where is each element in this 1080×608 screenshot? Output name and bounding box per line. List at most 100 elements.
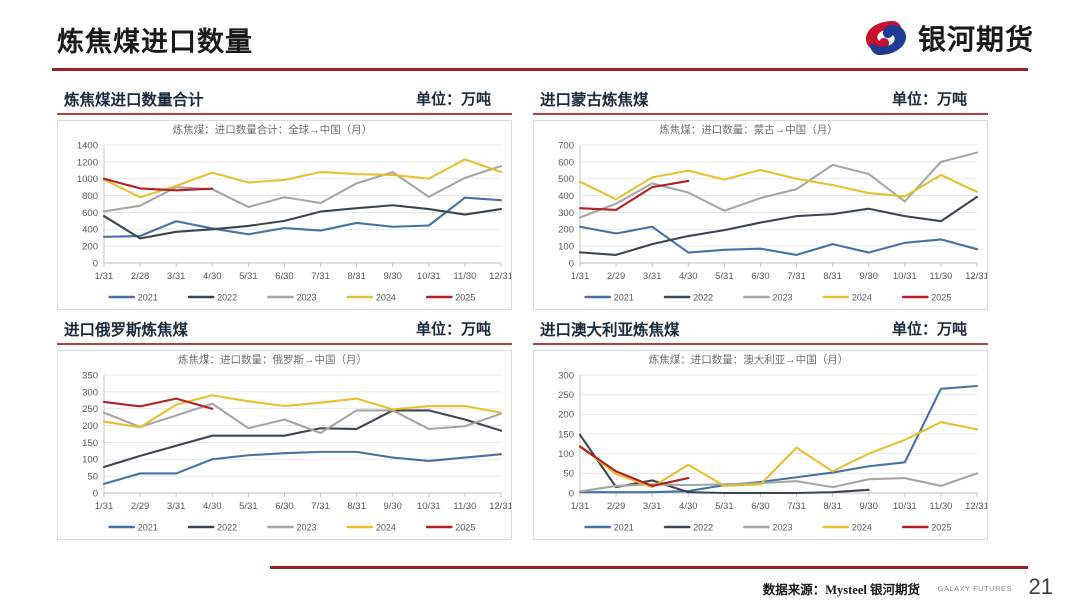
panel-title: 进口澳大利亚炼焦煤 — [540, 322, 680, 339]
svg-text:4/30: 4/30 — [203, 501, 222, 512]
svg-text:5/31: 5/31 — [715, 271, 734, 282]
svg-text:2023: 2023 — [773, 292, 793, 302]
svg-text:2025: 2025 — [931, 292, 951, 302]
svg-text:7/31: 7/31 — [311, 501, 330, 512]
svg-text:1000: 1000 — [77, 174, 98, 185]
svg-text:1/31: 1/31 — [571, 271, 590, 282]
svg-text:2024: 2024 — [852, 522, 872, 532]
panel-unit: 单位：万吨 — [891, 91, 967, 108]
panel-unit: 单位：万吨 — [415, 321, 491, 338]
svg-text:50: 50 — [563, 469, 574, 480]
svg-text:炼焦煤：进口数量：蒙古→中国（月）: 炼焦煤：进口数量：蒙古→中国（月） — [659, 123, 838, 136]
svg-text:150: 150 — [82, 438, 98, 449]
brand-name: 银河期货 — [917, 24, 1034, 55]
data-source-label: 数据来源：Mysteel 银河期货 — [762, 583, 920, 597]
svg-text:9/30: 9/30 — [383, 501, 402, 512]
galaxy-swirl-logo-icon — [865, 21, 906, 55]
svg-text:10/31: 10/31 — [417, 271, 441, 282]
svg-text:350: 350 — [82, 370, 98, 381]
svg-text:8/31: 8/31 — [347, 271, 366, 282]
svg-text:11/30: 11/30 — [453, 271, 476, 282]
svg-text:2023: 2023 — [297, 522, 317, 532]
svg-text:3/31: 3/31 — [643, 501, 662, 512]
panel-header: 进口蒙古炼焦煤 单位：万吨 — [533, 88, 995, 120]
svg-text:2022: 2022 — [217, 522, 237, 532]
svg-text:8/31: 8/31 — [347, 501, 366, 512]
svg-text:1/31: 1/31 — [95, 501, 114, 512]
panel-header: 进口澳大利亚炼焦煤 单位：万吨 — [533, 318, 995, 350]
panel-title: 进口俄罗斯炼焦煤 — [64, 322, 189, 339]
svg-text:4/30: 4/30 — [679, 271, 698, 282]
svg-text:6/30: 6/30 — [275, 501, 294, 512]
svg-text:10/31: 10/31 — [417, 501, 441, 512]
page-footer: 数据来源：Mysteel 银河期货 GALAXY FUTURES 21 — [0, 574, 1080, 608]
svg-text:200: 200 — [558, 225, 574, 236]
svg-text:500: 500 — [558, 174, 574, 185]
chart-panel-australia: 进口澳大利亚炼焦煤 单位：万吨 炼焦煤：进口数量：澳大利亚→中国（月） 0 50 10… — [533, 318, 995, 540]
svg-text:200: 200 — [82, 421, 98, 432]
svg-text:12/31: 12/31 — [965, 271, 987, 282]
svg-text:300: 300 — [558, 370, 574, 381]
svg-text:6/30: 6/30 — [275, 271, 294, 282]
svg-text:7/31: 7/31 — [311, 271, 330, 282]
svg-text:3/31: 3/31 — [167, 271, 186, 282]
svg-text:2025: 2025 — [931, 522, 951, 532]
svg-text:200: 200 — [558, 410, 574, 421]
svg-text:炼焦煤：进口数量：俄罗斯→中国（月）: 炼焦煤：进口数量：俄罗斯→中国（月） — [178, 353, 367, 366]
panel-header: 进口俄罗斯炼焦煤 单位：万吨 — [57, 318, 519, 350]
svg-text:700: 700 — [558, 140, 574, 151]
svg-text:2025: 2025 — [455, 292, 475, 302]
svg-text:600: 600 — [82, 208, 98, 219]
svg-text:11/30: 11/30 — [453, 501, 476, 512]
panel-title: 进口蒙古炼焦煤 — [540, 92, 649, 109]
svg-text:1/31: 1/31 — [571, 501, 590, 512]
svg-text:300: 300 — [82, 387, 98, 398]
svg-text:8/31: 8/31 — [823, 271, 842, 282]
svg-text:250: 250 — [558, 390, 574, 401]
panel-title: 炼焦煤进口数量合计 — [64, 92, 204, 109]
chart-panel-russia: 进口俄罗斯炼焦煤 单位：万吨 炼焦煤：进口数量：俄罗斯→中国（月） 0 50 100 1… — [57, 318, 519, 540]
panel-header: 炼焦煤进口数量合计 单位：万吨 — [57, 88, 519, 120]
svg-text:12/31: 12/31 — [965, 501, 987, 512]
panel-divider — [57, 113, 512, 115]
svg-text:8/31: 8/31 — [823, 501, 842, 512]
svg-text:150: 150 — [558, 429, 574, 440]
svg-text:7/31: 7/31 — [787, 271, 806, 282]
svg-text:12/31: 12/31 — [489, 271, 511, 282]
svg-text:1400: 1400 — [77, 140, 98, 151]
svg-text:600: 600 — [558, 157, 574, 168]
svg-text:0: 0 — [93, 258, 98, 269]
svg-text:2/28: 2/28 — [131, 271, 150, 282]
header-divider — [52, 68, 1028, 71]
footer-divider — [270, 566, 1028, 569]
svg-text:2023: 2023 — [297, 292, 317, 302]
svg-text:1/31: 1/31 — [95, 271, 114, 282]
svg-text:100: 100 — [558, 449, 574, 460]
footer-brand-label: GALAXY FUTURES — [937, 584, 1012, 593]
svg-text:4/30: 4/30 — [203, 271, 222, 282]
svg-text:2025: 2025 — [455, 522, 475, 532]
svg-text:200: 200 — [82, 242, 98, 253]
panel-unit: 单位：万吨 — [891, 321, 967, 338]
svg-text:12/31: 12/31 — [489, 501, 511, 512]
svg-text:2024: 2024 — [376, 292, 396, 302]
svg-text:1200: 1200 — [77, 157, 98, 168]
svg-text:2022: 2022 — [217, 292, 237, 302]
svg-text:9/30: 9/30 — [859, 271, 878, 282]
svg-text:100: 100 — [82, 455, 98, 466]
svg-text:2021: 2021 — [614, 292, 634, 302]
svg-text:2022: 2022 — [693, 522, 713, 532]
svg-text:400: 400 — [82, 225, 98, 236]
line-chart-total: 炼焦煤：进口数量合计：全球→中国（月） 0 200 400 600 800 1000 1200… — [57, 120, 512, 310]
svg-text:400: 400 — [558, 191, 574, 202]
svg-text:100: 100 — [558, 242, 574, 253]
svg-text:11/30: 11/30 — [929, 501, 952, 512]
svg-text:9/30: 9/30 — [859, 501, 878, 512]
line-chart-mongolia: 炼焦煤：进口数量：蒙古→中国（月） 0 100 200 300 400 500 600 700 1… — [533, 120, 988, 310]
chart-panel-mongolia: 进口蒙古炼焦煤 单位：万吨 炼焦煤：进口数量：蒙古→中国（月） 0 100 200 30… — [533, 88, 995, 310]
svg-text:2021: 2021 — [138, 522, 158, 532]
brand-logo: 银河期货 — [863, 18, 1034, 58]
chart-panel-total: 炼焦煤进口数量合计 单位：万吨 炼焦煤：进口数量合计：全球→中国（月） 0 200 4… — [57, 88, 519, 310]
page-title: 炼焦煤进口数量 — [57, 27, 253, 57]
svg-text:10/31: 10/31 — [893, 271, 917, 282]
